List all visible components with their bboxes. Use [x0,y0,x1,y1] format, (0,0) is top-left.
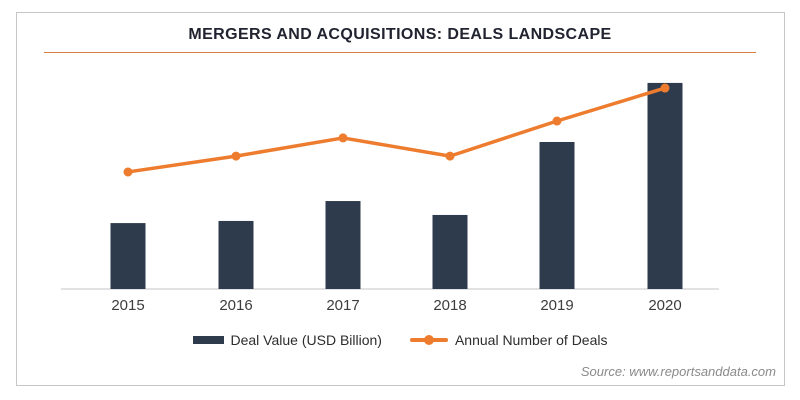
line-marker-2016 [231,151,241,161]
line-swatch [409,335,448,345]
bar-swatch [192,336,224,344]
legend-label-deal-value: Deal Value (USD Billion) [230,332,382,348]
bar-2017 [325,201,361,289]
source-credit: Source: www.reportsanddata.com [580,364,776,379]
legend-item-annual-deals: Annual Number of Deals [409,332,608,348]
title-underline [44,52,756,53]
x-axis-label-2016: 2016 [219,297,252,314]
x-axis-label-2017: 2017 [326,297,359,314]
line-swatch-dot [423,335,434,345]
legend-label-annual-deals: Annual Number of Deals [454,332,608,348]
chart-title: MERGERS AND ACQUISITIONS: DEALS LANDSCAP… [188,26,612,43]
legend-item-deal-value: Deal Value (USD Billion) [192,332,382,348]
line-annual-deals [126,86,667,174]
x-axis-label-2018: 2018 [433,297,466,314]
bar-2018 [432,214,468,289]
line-marker-2018 [445,151,455,161]
line-marker-2015 [123,167,133,177]
line-marker-2019 [552,116,562,126]
bar-2016 [218,220,254,289]
bar-2015 [110,223,146,289]
bar-2020 [647,82,683,289]
line-marker-2020 [660,83,670,93]
x-axis-label-2020: 2020 [648,297,681,314]
x-axis-label-2019: 2019 [540,297,573,314]
chart-legend: Deal Value (USD Billion) Annual Number o… [0,330,800,350]
x-axis-label-2015: 2015 [111,297,144,314]
bar-2019 [539,141,575,289]
line-marker-2017 [338,133,348,143]
